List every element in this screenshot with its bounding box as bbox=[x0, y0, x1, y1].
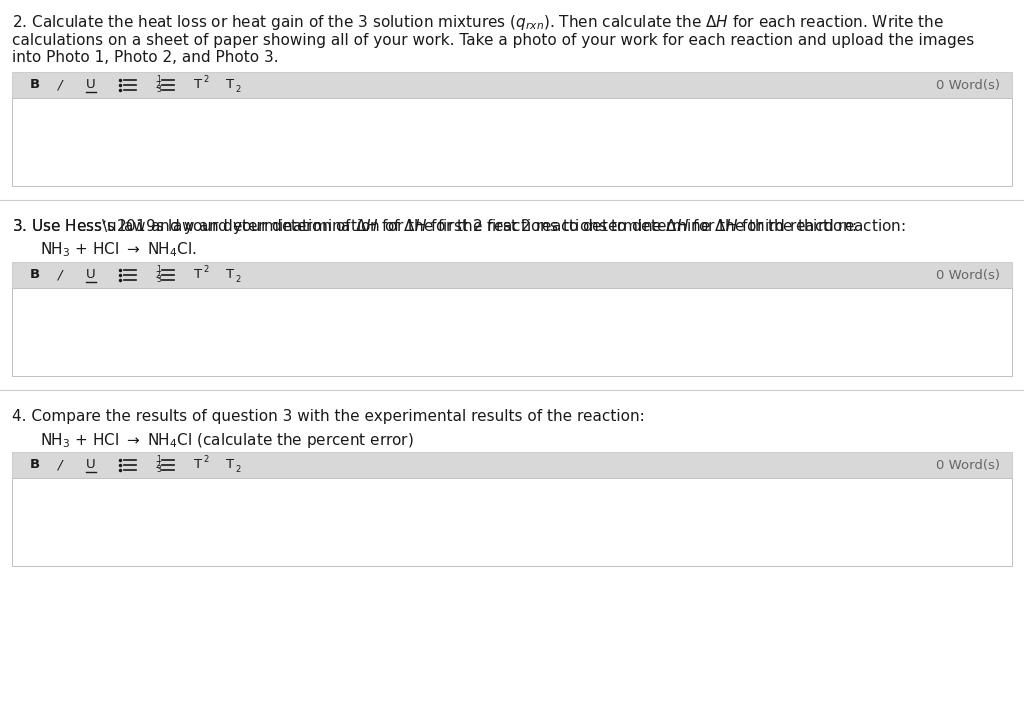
Text: 3: 3 bbox=[156, 466, 161, 474]
Text: 0 Word(s): 0 Word(s) bbox=[936, 78, 1000, 92]
Bar bbox=[12, 288, 1012, 376]
Text: B: B bbox=[30, 459, 40, 471]
Text: 1: 1 bbox=[156, 456, 161, 464]
Text: 2: 2 bbox=[234, 276, 241, 285]
Bar bbox=[12, 478, 1012, 566]
Text: B: B bbox=[30, 78, 40, 92]
Text: T: T bbox=[226, 268, 234, 281]
Text: 1: 1 bbox=[156, 266, 161, 275]
Text: U: U bbox=[86, 268, 95, 281]
Text: 2: 2 bbox=[156, 271, 161, 280]
Bar bbox=[12, 452, 1012, 478]
Text: 3: 3 bbox=[156, 276, 161, 285]
Text: 1: 1 bbox=[156, 75, 161, 85]
Text: /: / bbox=[58, 459, 62, 471]
Text: 2: 2 bbox=[156, 461, 161, 469]
Bar bbox=[12, 72, 1012, 98]
Text: U: U bbox=[86, 78, 95, 92]
Text: T: T bbox=[194, 78, 202, 92]
Text: U: U bbox=[86, 459, 95, 471]
Text: 2: 2 bbox=[203, 456, 208, 464]
Bar bbox=[12, 98, 1012, 186]
Text: 2: 2 bbox=[203, 75, 208, 85]
Text: 3. Use Hess’s law and your determination of $\Delta H$ for the first 2 reactions: 3. Use Hess’s law and your determination… bbox=[12, 216, 857, 236]
Text: T: T bbox=[194, 459, 202, 471]
Text: 2: 2 bbox=[234, 85, 241, 95]
Text: 0 Word(s): 0 Word(s) bbox=[936, 268, 1000, 281]
Text: 3. Use Hess\u2019s law and your determination of $\Delta H$ for the first 2 reac: 3. Use Hess\u2019s law and your determin… bbox=[12, 216, 906, 236]
Text: /: / bbox=[58, 78, 62, 92]
Text: calculations on a sheet of paper showing all of your work. Take a photo of your : calculations on a sheet of paper showing… bbox=[12, 33, 974, 48]
Text: T: T bbox=[226, 459, 234, 471]
Text: 0 Word(s): 0 Word(s) bbox=[936, 459, 1000, 471]
Text: 4. Compare the results of question 3 with the experimental results of the reacti: 4. Compare the results of question 3 wit… bbox=[12, 409, 645, 424]
Text: 2: 2 bbox=[234, 466, 241, 474]
Text: NH$_3$ + HCl $\rightarrow$ NH$_4$Cl (calculate the percent error): NH$_3$ + HCl $\rightarrow$ NH$_4$Cl (cal… bbox=[40, 431, 414, 449]
Text: 3: 3 bbox=[156, 85, 161, 95]
Text: NH$_3$ + HCl $\rightarrow$ NH$_4$Cl.: NH$_3$ + HCl $\rightarrow$ NH$_4$Cl. bbox=[40, 241, 197, 259]
Text: 2: 2 bbox=[203, 266, 208, 275]
Text: T: T bbox=[194, 268, 202, 281]
Text: into Photo 1, Photo 2, and Photo 3.: into Photo 1, Photo 2, and Photo 3. bbox=[12, 51, 279, 66]
Text: 2. Calculate the heat loss or heat gain of the 3 solution mixtures ($q_{rxn}$). : 2. Calculate the heat loss or heat gain … bbox=[12, 13, 944, 31]
Bar bbox=[12, 262, 1012, 288]
Text: /: / bbox=[58, 268, 62, 281]
Text: B: B bbox=[30, 268, 40, 281]
Text: T: T bbox=[226, 78, 234, 92]
Text: 2: 2 bbox=[156, 80, 161, 90]
